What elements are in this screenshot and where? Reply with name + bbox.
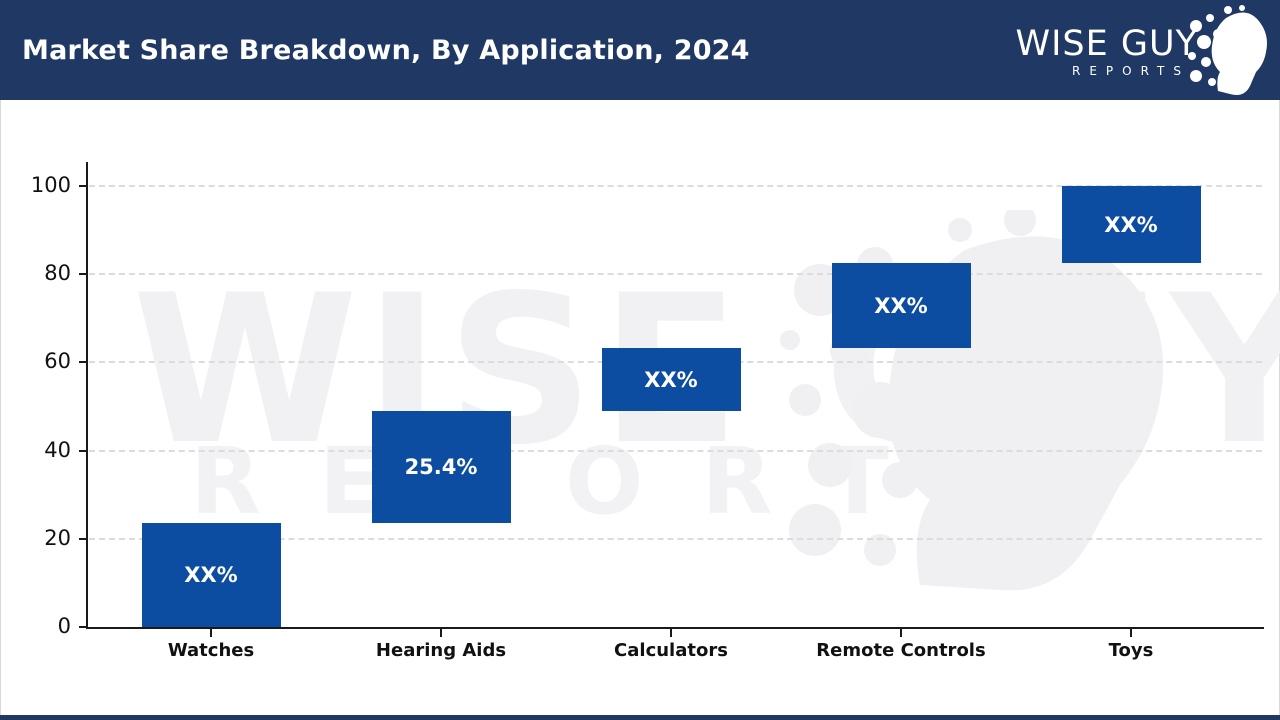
bar-hearing-aids: 25.4% — [371, 410, 511, 523]
x-tick-4 — [1130, 629, 1132, 637]
bar-calculators: XX% — [601, 348, 741, 411]
y-tick-80 — [79, 273, 86, 276]
y-tick-label-80: 80 — [44, 261, 71, 286]
x-category-label-2: Calculators — [614, 640, 728, 661]
chart-title: Market Share Breakdown, By Application, … — [22, 34, 750, 66]
logo-subtext: REPORTS — [1071, 64, 1190, 78]
y-tick-label-100: 100 — [30, 173, 71, 197]
bar-remote-controls: XX% — [831, 263, 971, 349]
bar-value-label: XX% — [874, 293, 928, 318]
bar-value-label: 25.4% — [404, 454, 478, 479]
bar-value-label: XX% — [184, 562, 238, 587]
y-tick-60 — [79, 361, 86, 364]
bar-toys: XX% — [1061, 186, 1201, 264]
y-tick-40 — [79, 449, 86, 452]
x-tick-3 — [900, 629, 902, 637]
gridline-20 — [89, 537, 1262, 540]
header-bar: Market Share Breakdown, By Application, … — [0, 0, 1280, 100]
y-tick-0 — [79, 626, 86, 628]
x-axis-line — [86, 627, 1264, 629]
wiseguy-logo: WISE GUY REPORTS — [1015, 0, 1267, 100]
logo-wordmark: WISE GUY — [1015, 24, 1198, 64]
y-tick-100 — [79, 185, 86, 187]
y-tick-label-40: 40 — [44, 437, 71, 462]
watermark-subtext: REPORTS — [190, 428, 1072, 535]
x-category-label-4: Toys — [1108, 640, 1154, 661]
logo-head-icon — [1188, 5, 1267, 95]
y-axis-line — [86, 162, 88, 629]
x-category-label-1: Hearing Aids — [375, 640, 507, 661]
y-tick-label-20: 20 — [44, 525, 71, 550]
bar-watches: XX% — [141, 522, 281, 627]
y-tick-20 — [79, 537, 86, 540]
gridline-40 — [89, 449, 1262, 452]
bar-value-label: XX% — [644, 367, 698, 392]
x-tick-2 — [670, 629, 672, 637]
gridline-100 — [89, 185, 1262, 187]
x-tick-0 — [210, 629, 212, 637]
y-tick-label-0: 0 — [57, 614, 71, 638]
x-tick-1 — [440, 629, 442, 637]
x-category-label-3: Remote Controls — [816, 640, 986, 661]
bar-value-label: XX% — [1104, 212, 1158, 237]
footer-bar — [0, 715, 1280, 720]
x-category-label-0: Watches — [167, 640, 255, 661]
y-tick-label-60: 60 — [44, 349, 71, 374]
gridline-80 — [89, 273, 1262, 276]
